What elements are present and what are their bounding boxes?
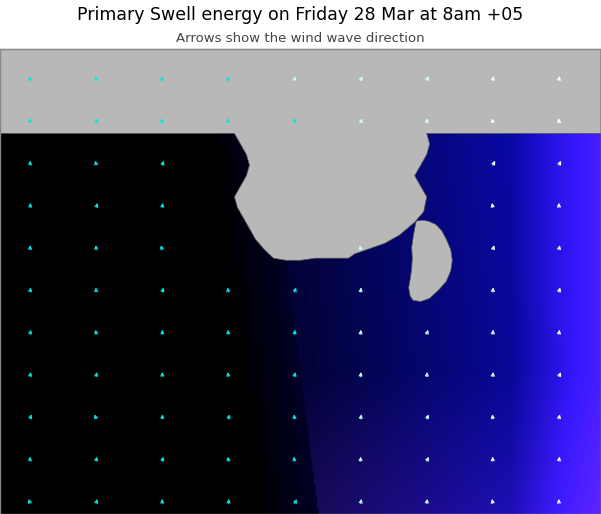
Polygon shape	[409, 220, 452, 302]
Text: Arrows show the wind wave direction: Arrows show the wind wave direction	[176, 31, 425, 45]
Polygon shape	[0, 49, 601, 260]
Text: Primary Swell energy on Friday 28 Mar at 8am +05: Primary Swell energy on Friday 28 Mar at…	[78, 6, 523, 24]
